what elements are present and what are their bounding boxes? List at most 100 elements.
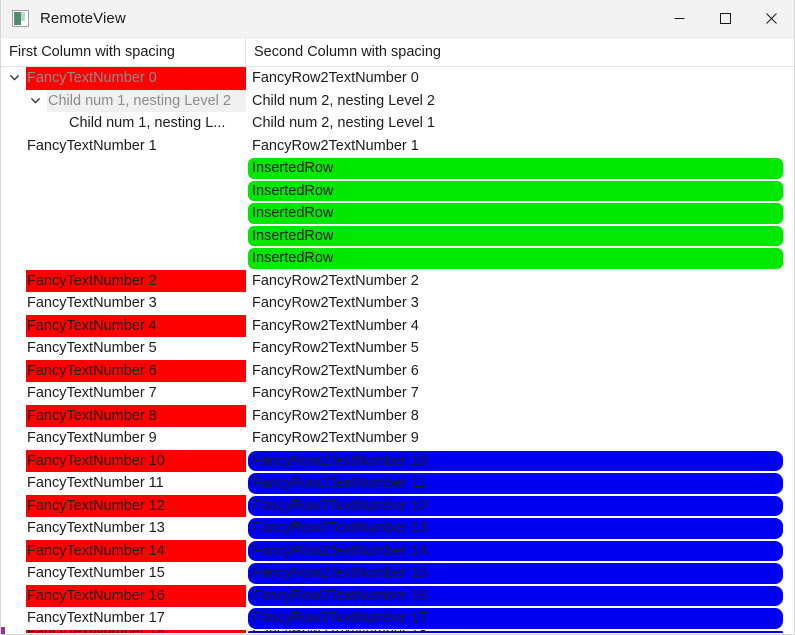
tree-cell-second-column[interactable]: InsertedRow xyxy=(246,157,794,180)
tree-cell-first-column[interactable]: FancyTextNumber 10 xyxy=(1,449,246,472)
chevron-down-icon[interactable] xyxy=(5,75,23,81)
tree-row[interactable]: FancyTextNumber 15 FancyRow2TextNumber 15 xyxy=(1,562,794,585)
tree-row[interactable]: FancyTextNumber 12 FancyRow2TextNumber 12 xyxy=(1,494,794,518)
tree-cell-first-column[interactable]: FancyTextNumber 14 xyxy=(1,539,246,562)
tree-row-highlight xyxy=(26,359,246,382)
tree-row[interactable]: FancyTextNumber 1 FancyRow2TextNumber 1 xyxy=(1,135,794,158)
tree-cell-first-column[interactable]: FancyTextNumber 2 xyxy=(1,269,246,292)
tree-cell-first-column[interactable]: FancyTextNumber 9 xyxy=(1,427,246,450)
tree-row-highlight xyxy=(248,450,783,471)
tree-cell-second-column[interactable]: InsertedRow xyxy=(246,202,794,225)
tree-cell-second-column[interactable]: FancyRow2TextNumber 9 xyxy=(246,427,794,450)
tree-row[interactable]: InsertedRow xyxy=(1,247,794,270)
tree-cell-second-column[interactable]: FancyRow2TextNumber 15 xyxy=(246,562,794,585)
maximize-button[interactable] xyxy=(702,0,748,38)
tree-row[interactable]: FancyTextNumber 14 FancyRow2TextNumber 14 xyxy=(1,539,794,563)
tree-cell-first-column[interactable]: FancyTextNumber 12 xyxy=(1,494,246,517)
tree-expander-placeholder xyxy=(5,345,23,351)
tree-row[interactable]: Child num 1, nesting Level 2 Child num 2,… xyxy=(1,89,794,113)
tree-row[interactable]: FancyTextNumber 13 FancyRow2TextNumber 13 xyxy=(1,517,794,540)
tree-cell-label: FancyTextNumber 2 xyxy=(27,272,157,289)
tree-cell-second-column[interactable]: FancyRow2TextNumber 18 xyxy=(246,630,794,633)
tree-cell-second-column[interactable]: Child num 2, nesting Level 2 xyxy=(246,90,794,113)
tree-row[interactable]: FancyTextNumber 9 FancyRow2TextNumber 9 xyxy=(1,427,794,450)
tree-row[interactable]: FancyTextNumber 8 FancyRow2TextNumber 8 xyxy=(1,404,794,428)
tree-cell-first-column[interactable]: FancyTextNumber 0 xyxy=(1,67,246,90)
tree-cell-first-column[interactable] xyxy=(1,247,246,270)
tree-cell-second-column[interactable]: FancyRow2TextNumber 12 xyxy=(246,495,794,518)
tree-row[interactable]: FancyTextNumber 2 FancyRow2TextNumber 2 xyxy=(1,269,794,293)
tree-row[interactable]: FancyTextNumber 5 FancyRow2TextNumber 5 xyxy=(1,337,794,360)
tree-cell-second-column[interactable]: FancyRow2TextNumber 1 xyxy=(246,135,794,158)
tree-cell-second-column[interactable]: FancyRow2TextNumber 4 xyxy=(246,315,794,338)
chevron-down-icon[interactable] xyxy=(26,97,44,104)
tree-row[interactable]: InsertedRow xyxy=(1,157,794,180)
tree-cell-first-column[interactable]: FancyTextNumber 5 xyxy=(1,337,246,360)
tree-cell-first-column[interactable]: FancyTextNumber 7 xyxy=(1,382,246,405)
tree-expander-placeholder xyxy=(5,548,23,554)
tree-row-highlight xyxy=(26,449,246,472)
tree-row[interactable]: FancyTextNumber 17 FancyRow2TextNumber 17 xyxy=(1,607,794,630)
tree-row[interactable]: FancyTextNumber 6 FancyRow2TextNumber 6 xyxy=(1,359,794,383)
tree-cell-first-column[interactable]: FancyTextNumber 16 xyxy=(1,584,246,607)
tree-row[interactable]: FancyTextNumber 18 FancyRow2TextNumber 18 xyxy=(1,629,794,634)
tree-row[interactable]: Child num 1, nesting L... Child num 2, ne… xyxy=(1,112,794,135)
tree-cell-second-column[interactable]: FancyRow2TextNumber 14 xyxy=(246,540,794,563)
tree-cell-first-column[interactable] xyxy=(1,225,246,248)
tree-cell-first-column[interactable] xyxy=(1,202,246,225)
tree-cell-first-column[interactable]: FancyTextNumber 4 xyxy=(1,314,246,337)
tree-row[interactable]: InsertedRow xyxy=(1,225,794,248)
tree-row[interactable]: FancyTextNumber 16 FancyRow2TextNumber 16 xyxy=(1,584,794,608)
tree-row[interactable]: FancyTextNumber 11 FancyRow2TextNumber 11 xyxy=(1,472,794,495)
tree-cell-first-column[interactable]: Child num 1, nesting L... xyxy=(1,112,246,135)
tree-cell-second-column[interactable]: FancyRow2TextNumber 13 xyxy=(246,517,794,540)
tree-cell-second-column[interactable]: FancyRow2TextNumber 10 xyxy=(246,450,794,473)
tree-cell-first-column[interactable]: FancyTextNumber 15 xyxy=(1,562,246,585)
tree-cell-second-column[interactable]: FancyRow2TextNumber 7 xyxy=(246,382,794,405)
tree-cell-first-column[interactable] xyxy=(1,157,246,180)
tree-cell-first-column[interactable]: FancyTextNumber 18 xyxy=(1,629,246,634)
minimize-button[interactable] xyxy=(656,0,702,38)
tree-cell-second-column[interactable]: FancyRow2TextNumber 8 xyxy=(246,405,794,428)
tree-cell-second-column[interactable]: FancyRow2TextNumber 0 xyxy=(246,67,794,90)
tree-cell-first-column[interactable]: FancyTextNumber 1 xyxy=(1,135,246,158)
tree-cell-second-column[interactable]: FancyRow2TextNumber 6 xyxy=(246,360,794,383)
tree-row[interactable]: FancyTextNumber 4 FancyRow2TextNumber 4 xyxy=(1,314,794,338)
tree-cell-second-column[interactable]: FancyRow2TextNumber 11 xyxy=(246,472,794,495)
tree-cell-second-column[interactable]: FancyRow2TextNumber 17 xyxy=(246,607,794,630)
tree-cell-second-column[interactable]: FancyRow2TextNumber 5 xyxy=(246,337,794,360)
tree-cell-second-column[interactable]: FancyRow2TextNumber 16 xyxy=(246,585,794,608)
tree-cell-first-column[interactable]: FancyTextNumber 17 xyxy=(1,607,246,630)
tree-row[interactable]: FancyTextNumber 10 FancyRow2TextNumber 10 xyxy=(1,449,794,473)
tree-cell-second-column[interactable]: FancyRow2TextNumber 2 xyxy=(246,270,794,293)
tree-cell-first-column[interactable]: FancyTextNumber 8 xyxy=(1,404,246,427)
tree-view[interactable]: FancyTextNumber 0 FancyRow2TextNumber 0 Ch… xyxy=(1,67,794,633)
tree-cell-second-column[interactable]: Child num 2, nesting Level 1 xyxy=(246,112,794,135)
tree-row[interactable]: FancyTextNumber 7 FancyRow2TextNumber 7 xyxy=(1,382,794,405)
tree-cell-second-column[interactable]: FancyRow2TextNumber 3 xyxy=(246,292,794,315)
tree-cell-second-column[interactable]: InsertedRow xyxy=(246,180,794,203)
tree-cell-label: FancyRow2TextNumber 11 xyxy=(252,475,426,492)
tree-cell-label: FancyRow2TextNumber 5 xyxy=(252,340,419,357)
tree-cell-first-column[interactable]: FancyTextNumber 11 xyxy=(1,472,246,495)
tree-cell-label: FancyRow2TextNumber 14 xyxy=(252,542,427,559)
tree-cell-first-column[interactable]: FancyTextNumber 6 xyxy=(1,359,246,382)
tree-cell-label: FancyTextNumber 18 xyxy=(23,630,165,634)
tree-cell-first-column[interactable]: FancyTextNumber 3 xyxy=(1,292,246,315)
tree-expander-placeholder xyxy=(5,570,23,576)
tree-row[interactable]: InsertedRow xyxy=(1,202,794,225)
tree-row[interactable]: FancyTextNumber 0 FancyRow2TextNumber 0 xyxy=(1,67,794,90)
column-header-second[interactable]: Second Column with spacing xyxy=(254,44,441,60)
tree-row[interactable]: InsertedRow xyxy=(1,180,794,203)
tree-cell-second-column[interactable]: InsertedRow xyxy=(246,225,794,248)
tree-row[interactable]: FancyTextNumber 3 FancyRow2TextNumber 3 xyxy=(1,292,794,315)
tree-row-highlight xyxy=(26,539,246,562)
close-button[interactable] xyxy=(748,0,794,38)
tree-cell-first-column[interactable]: Child num 1, nesting Level 2 xyxy=(1,89,246,112)
tree-cell-second-column[interactable]: InsertedRow xyxy=(246,247,794,270)
tree-cell-first-column[interactable]: FancyTextNumber 13 xyxy=(1,517,246,540)
tree-cell-label: FancyTextNumber 13 xyxy=(27,520,165,537)
tree-cell-first-column[interactable] xyxy=(1,180,246,203)
column-header-first[interactable]: First Column with spacing xyxy=(1,38,246,66)
